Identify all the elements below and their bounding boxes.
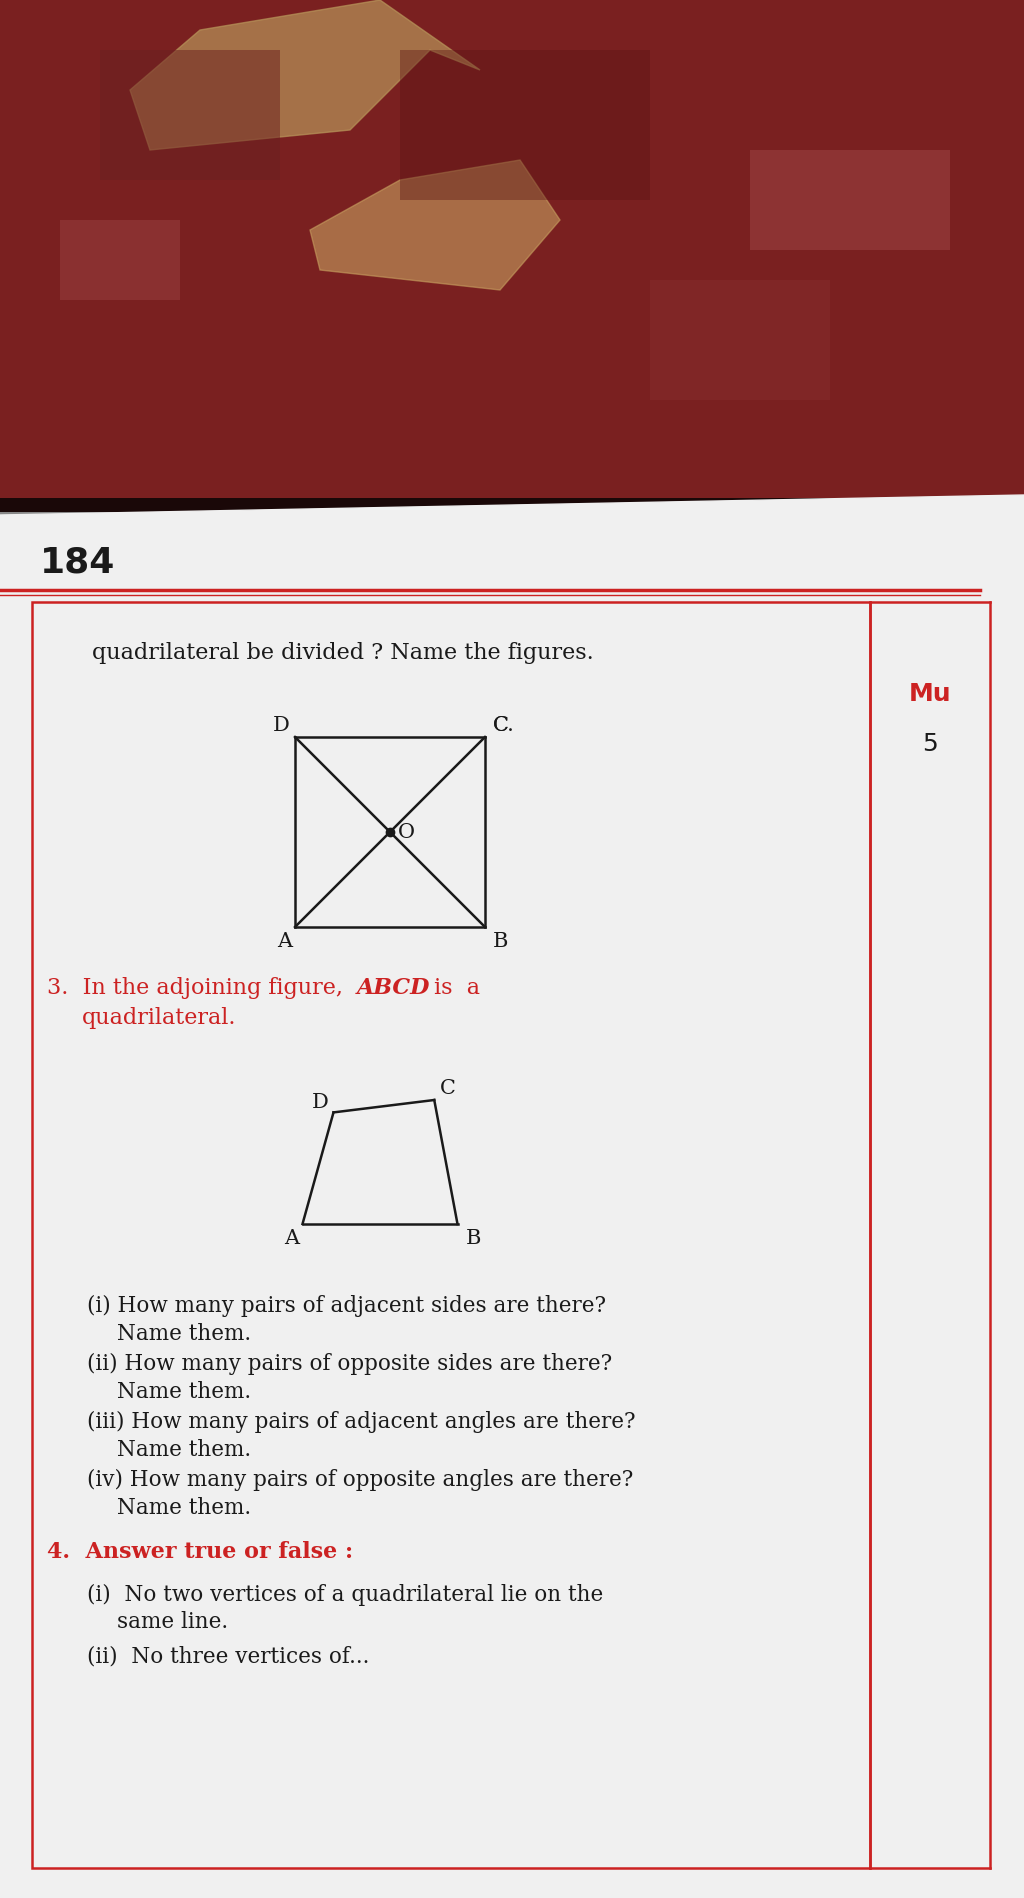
- Text: O: O: [398, 824, 415, 843]
- Text: Name them.: Name them.: [117, 1323, 251, 1344]
- Bar: [750, 150, 950, 251]
- Text: 5: 5: [923, 733, 938, 755]
- Text: (ii) How many pairs of opposite sides are there?: (ii) How many pairs of opposite sides ar…: [87, 1353, 612, 1374]
- Text: 184: 184: [40, 545, 116, 579]
- Text: ABCD: ABCD: [357, 977, 430, 998]
- Bar: [650, 281, 830, 400]
- Text: quadrilateral be divided ? Name the figures.: quadrilateral be divided ? Name the figu…: [92, 642, 594, 664]
- Polygon shape: [130, 0, 480, 150]
- Text: A: A: [278, 932, 292, 951]
- Text: D: D: [273, 716, 290, 735]
- Text: B: B: [466, 1230, 481, 1249]
- Text: (ii)  No three vertices of...: (ii) No three vertices of...: [87, 1646, 370, 1668]
- Text: C: C: [440, 1078, 456, 1099]
- Polygon shape: [310, 159, 560, 290]
- Text: B: B: [493, 932, 508, 951]
- Text: D: D: [311, 1093, 329, 1112]
- Bar: [100, 49, 280, 180]
- Text: 3.  In the adjoining figure,: 3. In the adjoining figure,: [47, 977, 350, 998]
- Text: Mu: Mu: [908, 681, 951, 706]
- Bar: [400, 49, 650, 199]
- Bar: [0, 497, 1024, 512]
- Text: Name them.: Name them.: [117, 1496, 251, 1518]
- Text: (i)  No two vertices of a quadrilateral lie on the: (i) No two vertices of a quadrilateral l…: [87, 1583, 603, 1606]
- Bar: [0, 0, 1024, 499]
- Text: Name them.: Name them.: [117, 1380, 251, 1403]
- Text: A: A: [285, 1230, 300, 1249]
- Text: quadrilateral.: quadrilateral.: [82, 1008, 237, 1029]
- Text: (iv) How many pairs of opposite angles are there?: (iv) How many pairs of opposite angles a…: [87, 1469, 633, 1490]
- Bar: [60, 220, 180, 300]
- Text: same line.: same line.: [117, 1611, 228, 1634]
- Text: (iii) How many pairs of adjacent angles are there?: (iii) How many pairs of adjacent angles …: [87, 1410, 636, 1433]
- Text: 4.  Answer true or false :: 4. Answer true or false :: [47, 1541, 353, 1564]
- Text: (i) How many pairs of adjacent sides are there?: (i) How many pairs of adjacent sides are…: [87, 1294, 606, 1317]
- Text: is  a: is a: [427, 977, 480, 998]
- Text: C.: C.: [493, 716, 515, 735]
- Text: C: C: [493, 716, 509, 735]
- Polygon shape: [0, 495, 1024, 1898]
- Text: Name them.: Name them.: [117, 1439, 251, 1460]
